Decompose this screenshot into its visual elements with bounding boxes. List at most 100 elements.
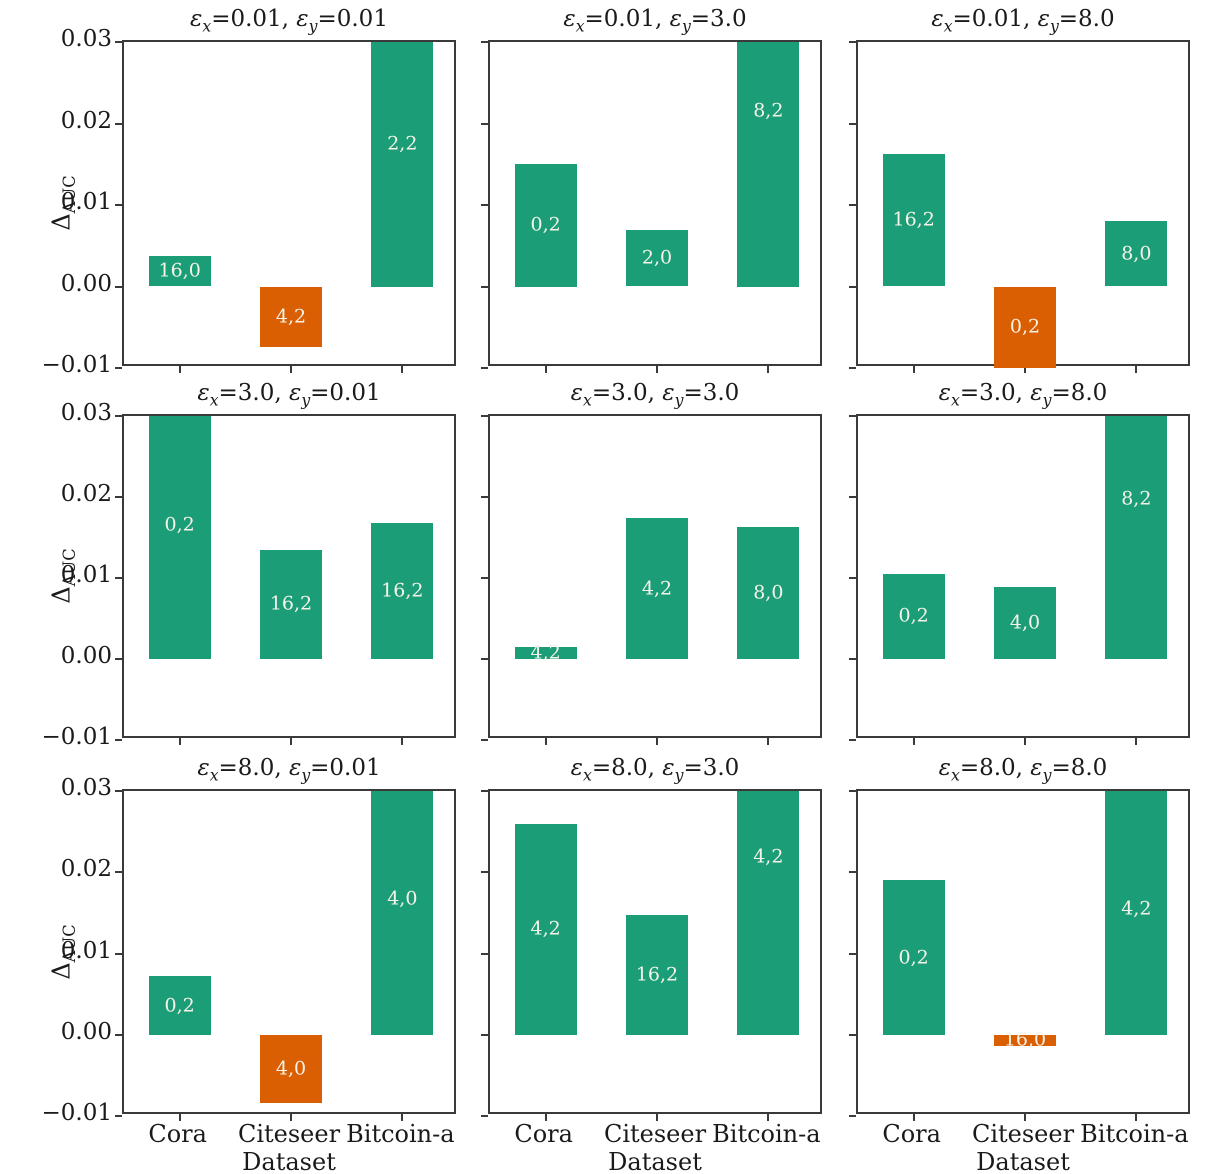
y-tick-mark bbox=[849, 204, 856, 206]
x-tick-mark bbox=[656, 738, 658, 745]
y-axis-label: ΔAUC bbox=[47, 923, 80, 980]
bar-value-label: 4,2 bbox=[753, 845, 784, 868]
bar-cora bbox=[514, 823, 577, 1035]
y-tick-mark bbox=[115, 496, 122, 498]
bar-cora bbox=[148, 976, 211, 1035]
bar-value-label: 16,0 bbox=[1003, 1028, 1047, 1051]
y-tick-mark bbox=[481, 871, 488, 874]
y-tick-mark bbox=[481, 285, 488, 288]
subplot-title: εx=3.0, εy=0.01 bbox=[197, 380, 381, 410]
y-tick-label: 0.03 bbox=[60, 775, 112, 801]
x-tick-mark bbox=[544, 1114, 547, 1121]
y-tick-label: 0.02 bbox=[60, 481, 112, 507]
x-tick-mark bbox=[912, 738, 915, 745]
bar-value-label: 4,0 bbox=[387, 887, 418, 910]
subplot-axes-r0-c2: 16,2 0,2 8,0 bbox=[849, 40, 1190, 373]
x-tick-mark bbox=[178, 738, 181, 745]
y-tick-label: 0.01 bbox=[60, 189, 112, 215]
bar-value-label: 16,2 bbox=[892, 208, 935, 231]
x-tick-mark bbox=[1024, 738, 1026, 745]
bar-cora bbox=[514, 164, 577, 287]
x-tick-mark bbox=[544, 738, 547, 745]
x-tick-mark bbox=[544, 366, 547, 373]
bar-value-label: 4,2 bbox=[530, 641, 561, 664]
subplot-axes-r1-c0: 0,2 16,2 16,2 bbox=[115, 414, 456, 745]
bar-value-label: 2,2 bbox=[387, 132, 418, 155]
y-tick-mark bbox=[481, 739, 488, 741]
x-tick-mark bbox=[401, 366, 404, 373]
bar-value-label: 8,0 bbox=[753, 581, 784, 604]
subplot-axes-r2-c2: 0,2 16,0 4,2 bbox=[849, 789, 1190, 1121]
y-tick-label: 0.00 bbox=[60, 643, 112, 669]
y-tick-mark bbox=[481, 577, 488, 579]
y-tick-mark bbox=[849, 41, 856, 43]
y-tick-mark bbox=[115, 1033, 122, 1036]
y-tick-mark bbox=[115, 204, 122, 206]
x-tick-mark bbox=[1135, 366, 1138, 373]
subplot-title: εx=0.01, εy=3.0 bbox=[563, 6, 747, 36]
x-tick-label-bitcoin-a: Bitcoin-a bbox=[1080, 1120, 1189, 1148]
bar-value-label: 0,2 bbox=[164, 994, 195, 1016]
bar-citeseer bbox=[994, 1034, 1056, 1047]
bar-bitcoin-a bbox=[737, 42, 800, 287]
y-tick-mark bbox=[481, 790, 488, 792]
x-tick-mark bbox=[1135, 738, 1138, 745]
y-tick-mark bbox=[849, 1115, 856, 1117]
y-tick-mark bbox=[849, 577, 856, 579]
y-tick-mark bbox=[481, 658, 488, 660]
bar-bitcoin-a bbox=[1105, 791, 1168, 1035]
y-tick-label: −0.01 bbox=[41, 352, 112, 378]
y-tick-mark bbox=[849, 1033, 856, 1036]
x-tick-label-citeseer: Citeseer bbox=[603, 1120, 707, 1148]
bar-value-label: 4,2 bbox=[1121, 897, 1152, 920]
y-tick-mark bbox=[849, 367, 856, 369]
y-tick-mark bbox=[849, 658, 856, 660]
bar-value-label: 8,0 bbox=[1121, 242, 1152, 265]
bar-cora bbox=[882, 880, 945, 1035]
bar-value-label: 0,2 bbox=[530, 213, 561, 236]
x-tick-mark bbox=[912, 366, 915, 373]
y-tick-mark bbox=[481, 1033, 488, 1036]
bar-cora bbox=[514, 646, 577, 659]
y-tick-mark bbox=[115, 122, 122, 125]
bar-citeseer bbox=[260, 1034, 322, 1103]
bar-value-label: 0,2 bbox=[1009, 315, 1041, 338]
x-axis-label: Dataset bbox=[608, 1148, 702, 1174]
bar-cora bbox=[882, 153, 945, 287]
y-tick-mark bbox=[115, 367, 122, 369]
subplot-axes-r1-c2: 0,2 4,0 8,2 bbox=[849, 414, 1190, 745]
x-tick-label-bitcoin-a: Bitcoin-a bbox=[712, 1120, 821, 1148]
y-tick-label: 0.01 bbox=[60, 937, 112, 964]
x-tick-mark bbox=[1024, 366, 1026, 373]
y-tick-mark bbox=[115, 1115, 122, 1117]
subplot-title: εx=8.0, εy=0.01 bbox=[197, 755, 381, 785]
y-tick-mark bbox=[849, 790, 856, 792]
bar-citeseer bbox=[260, 549, 322, 659]
y-tick-label: 0.03 bbox=[60, 400, 112, 426]
bar-citeseer bbox=[626, 518, 688, 659]
subplot-title: εx=0.01, εy=8.0 bbox=[931, 6, 1115, 36]
y-tick-label: −0.01 bbox=[41, 724, 112, 750]
y-tick-mark bbox=[115, 952, 122, 955]
bar-value-label: 16,2 bbox=[269, 592, 313, 615]
subplot-axes-r1-c1: 4,2 4,2 8,0 bbox=[481, 414, 822, 745]
bar-value-label: 16,2 bbox=[381, 579, 424, 602]
y-tick-mark bbox=[481, 41, 488, 43]
subplot-title: εx=0.01, εy=0.01 bbox=[190, 6, 388, 36]
x-tick-label-cora: Cora bbox=[514, 1120, 573, 1148]
bar-value-label: 4,2 bbox=[641, 577, 673, 600]
y-tick-label: 0.03 bbox=[60, 26, 112, 52]
y-tick-mark bbox=[115, 871, 122, 874]
y-tick-mark bbox=[115, 577, 122, 579]
y-tick-mark bbox=[115, 415, 122, 417]
x-tick-mark bbox=[912, 1114, 915, 1121]
subplot-axes-r0-c1: 0,2 2,0 8,2 bbox=[481, 40, 822, 373]
bar-citeseer bbox=[260, 286, 322, 347]
y-tick-mark bbox=[481, 496, 488, 498]
x-tick-mark bbox=[401, 738, 404, 745]
y-tick-mark bbox=[115, 285, 122, 288]
bar-citeseer bbox=[994, 586, 1056, 659]
x-tick-label-cora: Cora bbox=[882, 1120, 941, 1148]
y-tick-mark bbox=[481, 367, 488, 369]
bar-value-label: 4,2 bbox=[530, 917, 561, 940]
